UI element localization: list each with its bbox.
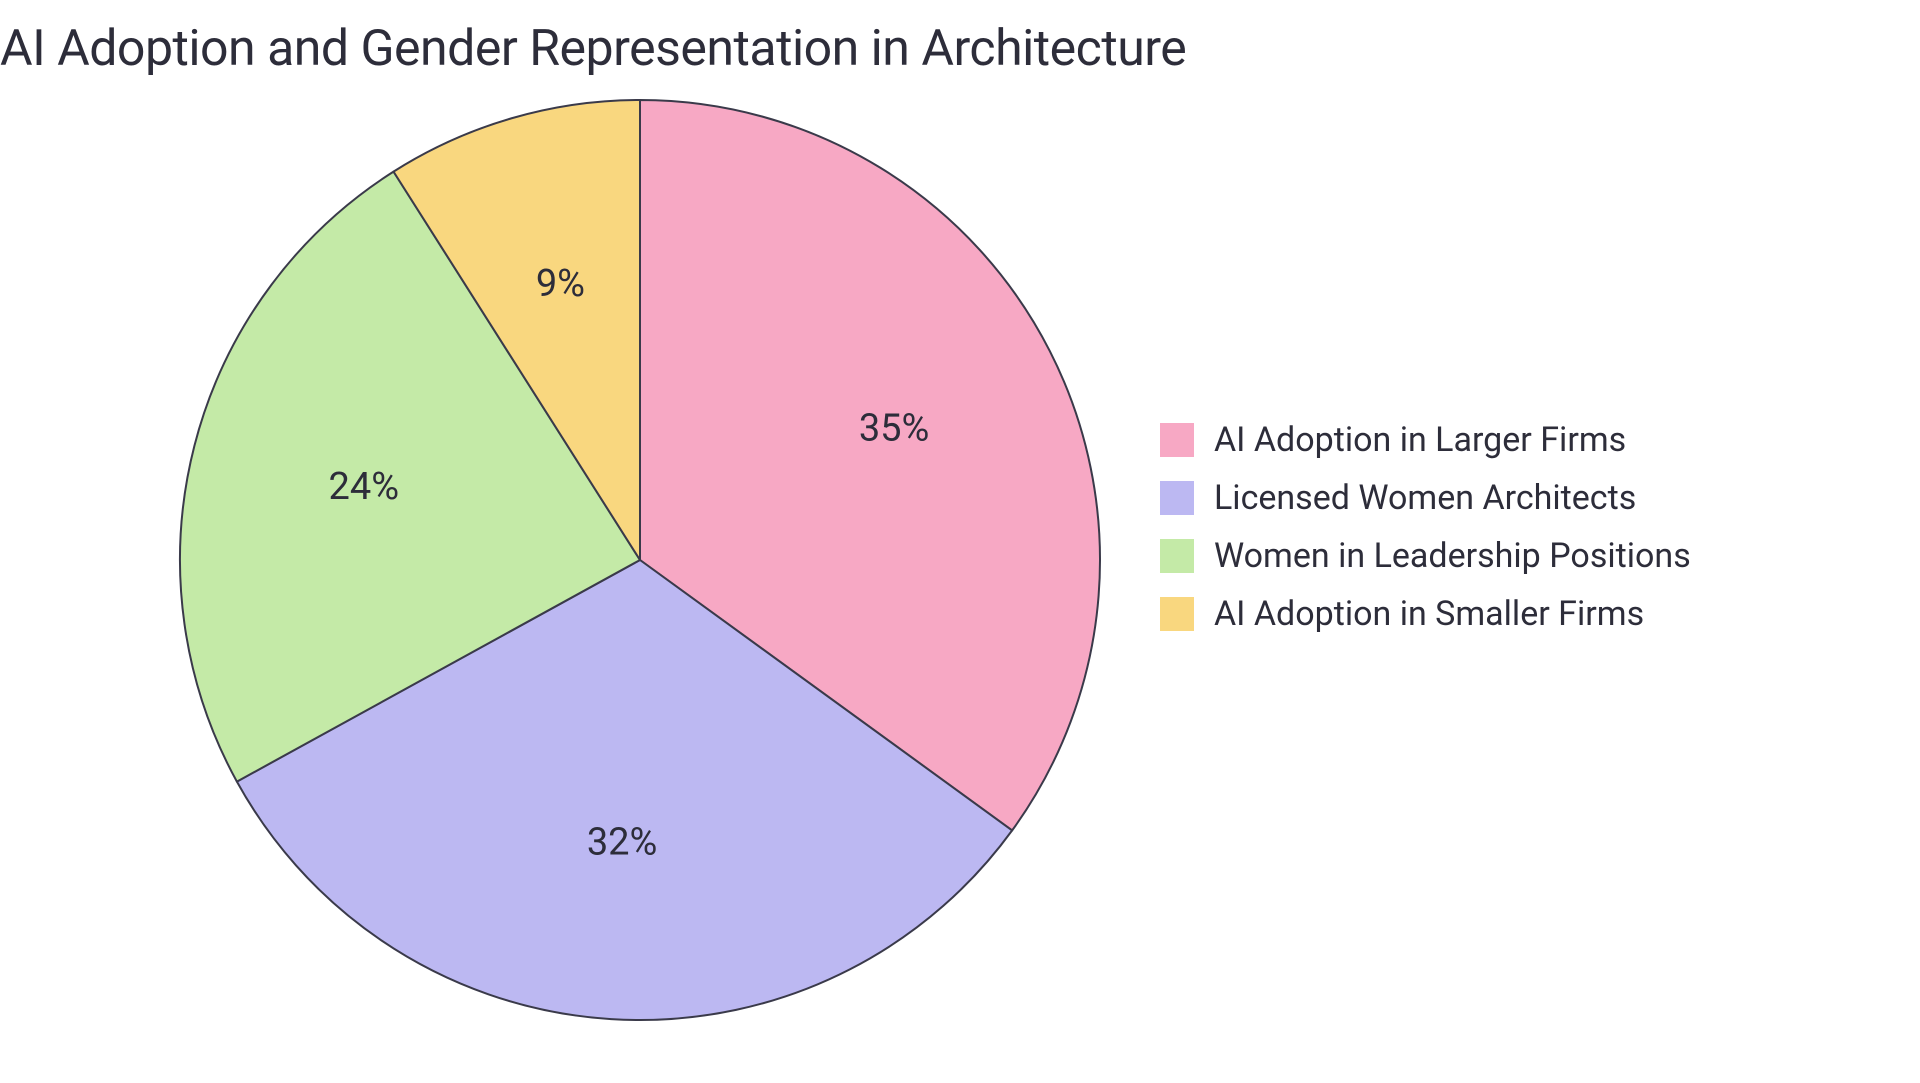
legend-label: Women in Leadership Positions bbox=[1214, 536, 1691, 576]
chart-container: AI Adoption and Gender Representation in… bbox=[0, 0, 1920, 1083]
slice-label: 24% bbox=[328, 465, 399, 509]
pie-chart: 35% 32% 24% 9% bbox=[170, 90, 1110, 1030]
legend-label: AI Adoption in Larger Firms bbox=[1214, 420, 1626, 460]
legend-label: Licensed Women Architects bbox=[1214, 478, 1636, 518]
legend-swatch bbox=[1160, 539, 1194, 573]
legend-item: Licensed Women Architects bbox=[1160, 478, 1691, 518]
slice-label: 9% bbox=[536, 262, 585, 306]
legend-item: Women in Leadership Positions bbox=[1160, 536, 1691, 576]
legend-swatch bbox=[1160, 481, 1194, 515]
legend-swatch bbox=[1160, 597, 1194, 631]
legend-swatch bbox=[1160, 423, 1194, 457]
chart-title: AI Adoption and Gender Representation in… bbox=[0, 20, 1186, 78]
legend: AI Adoption in Larger Firms Licensed Wome… bbox=[1160, 420, 1691, 634]
legend-label: AI Adoption in Smaller Firms bbox=[1214, 594, 1644, 634]
legend-item: AI Adoption in Larger Firms bbox=[1160, 420, 1691, 460]
pie-svg: 35% 32% 24% 9% bbox=[170, 90, 1110, 1030]
slice-label: 35% bbox=[859, 407, 930, 451]
slice-label: 32% bbox=[587, 821, 658, 865]
legend-item: AI Adoption in Smaller Firms bbox=[1160, 594, 1691, 634]
